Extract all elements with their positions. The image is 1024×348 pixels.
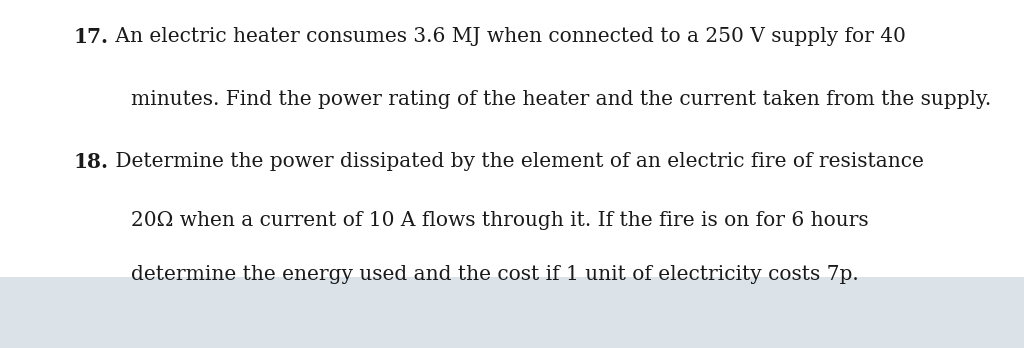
Text: Determine the power dissipated by the element of an electric fire of resistance: Determine the power dissipated by the el…	[109, 152, 924, 171]
Text: determine the energy used and the cost if 1 unit of electricity costs 7p.: determine the energy used and the cost i…	[131, 266, 859, 284]
Text: An electric heater consumes 3.6 MJ when connected to a 250 V supply for 40: An electric heater consumes 3.6 MJ when …	[109, 27, 905, 46]
Text: 17.: 17.	[74, 26, 109, 47]
Bar	[0, 277, 1024, 348]
Text: 18.: 18.	[74, 152, 109, 172]
Text: 20Ω when a current of 10 A flows through it. If the fire is on for 6 hours: 20Ω when a current of 10 A flows through…	[131, 212, 868, 230]
Text: minutes. Find the power rating of the heater and the current taken from the supp: minutes. Find the power rating of the he…	[131, 90, 991, 109]
